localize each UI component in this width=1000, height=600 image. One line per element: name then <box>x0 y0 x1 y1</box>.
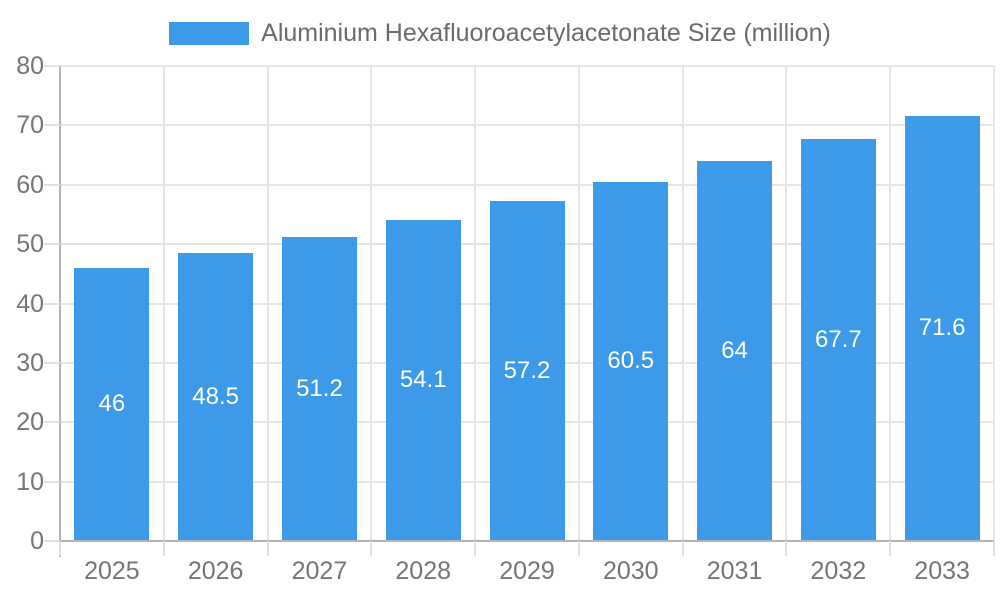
bar-value-label-2032: 67.7 <box>814 326 862 354</box>
bar-2032[interactable]: 67.7 <box>800 139 876 541</box>
y-tick-70 <box>44 124 60 127</box>
v-gridline-5 <box>577 66 580 541</box>
x-tick-0 <box>59 541 61 556</box>
h-gridline-60 <box>60 183 994 186</box>
plot-area: 46 48.5 51.2 54.1 57.2 60.5 64 67.7 71.6 <box>59 65 995 557</box>
x-axis-label-2027: 2027 <box>291 557 348 585</box>
y-tick-60 <box>44 183 60 186</box>
bar-value-label-2030: 60.5 <box>607 347 655 375</box>
bar-2031[interactable]: 64 <box>697 161 773 541</box>
x-axis-label-2031: 2031 <box>706 557 763 585</box>
y-axis-label-10: 10 <box>16 467 44 496</box>
bar-2029[interactable]: 57.2 <box>489 201 565 541</box>
v-gridline-1 <box>162 66 165 541</box>
y-axis-label-30: 30 <box>16 348 44 377</box>
v-gridline-4 <box>474 66 477 541</box>
bar-value-label-2031: 64 <box>721 337 748 364</box>
x-axis-line <box>60 540 994 542</box>
bar-2025[interactable]: 46 <box>74 267 150 541</box>
bar-2026[interactable]: 48.5 <box>178 253 254 541</box>
bar-value-label-2028: 54.1 <box>399 366 447 394</box>
y-axis-label-70: 70 <box>16 111 44 140</box>
x-axis-label-2030: 2030 <box>602 557 659 585</box>
x-tick-7 <box>785 541 788 556</box>
bar-2028[interactable]: 54.1 <box>385 219 461 541</box>
bar-value-label-2027: 51.2 <box>296 375 343 402</box>
x-tick-5 <box>577 541 580 556</box>
y-axis-label-60: 60 <box>16 170 44 199</box>
bar-2027[interactable]: 51.2 <box>281 237 357 541</box>
bar-value-label-2033: 71.6 <box>918 314 966 342</box>
x-tick-2 <box>266 541 269 556</box>
bar-2030[interactable]: 60.5 <box>593 181 669 541</box>
bar-value-label-2026: 48.5 <box>192 383 240 411</box>
x-tick-3 <box>370 541 373 556</box>
x-axis-label-2026: 2026 <box>187 557 244 585</box>
x-tick-6 <box>681 541 684 556</box>
y-tick-20 <box>44 421 60 424</box>
y-axis-label-50: 50 <box>16 230 44 259</box>
v-gridline-8 <box>889 66 892 541</box>
x-axis-label-2032: 2032 <box>810 557 867 585</box>
x-axis-label-2028: 2028 <box>395 557 452 585</box>
h-gridline-80 <box>60 65 994 67</box>
x-tick-9 <box>993 541 995 556</box>
v-gridline-9 <box>993 66 995 541</box>
v-gridline-6 <box>681 66 684 541</box>
y-axis-label-20: 20 <box>16 408 44 437</box>
y-axis-line <box>59 66 61 557</box>
legend-swatch <box>169 21 250 45</box>
y-tick-30 <box>44 361 60 364</box>
x-tick-1 <box>162 541 165 556</box>
x-axis-label-2025: 2025 <box>84 557 140 585</box>
bar-value-label-2029: 57.2 <box>503 357 551 385</box>
y-tick-0 <box>44 540 60 542</box>
x-axis-label-2033: 2033 <box>914 557 970 585</box>
legend[interactable]: Aluminium Hexafluoroacetylacetonate Size… <box>0 18 1000 48</box>
y-axis-label-40: 40 <box>16 289 44 318</box>
h-gridline-70 <box>60 124 994 127</box>
x-tick-4 <box>474 541 477 556</box>
y-axis-label-80: 80 <box>16 52 44 80</box>
legend-label: Aluminium Hexafluoroacetylacetonate Size… <box>261 18 831 47</box>
x-tick-8 <box>889 541 892 556</box>
v-gridline-3 <box>370 66 373 541</box>
y-axis-label-0: 0 <box>30 527 44 555</box>
y-tick-80 <box>44 65 60 67</box>
v-gridline-7 <box>785 66 788 541</box>
x-axis-label-2029: 2029 <box>499 557 555 585</box>
y-tick-40 <box>44 302 60 305</box>
v-gridline-2 <box>266 66 269 541</box>
y-tick-50 <box>44 243 60 246</box>
bar-value-label-2025: 46 <box>98 390 126 418</box>
y-tick-10 <box>44 480 60 483</box>
bar-2033[interactable]: 71.6 <box>904 115 980 541</box>
